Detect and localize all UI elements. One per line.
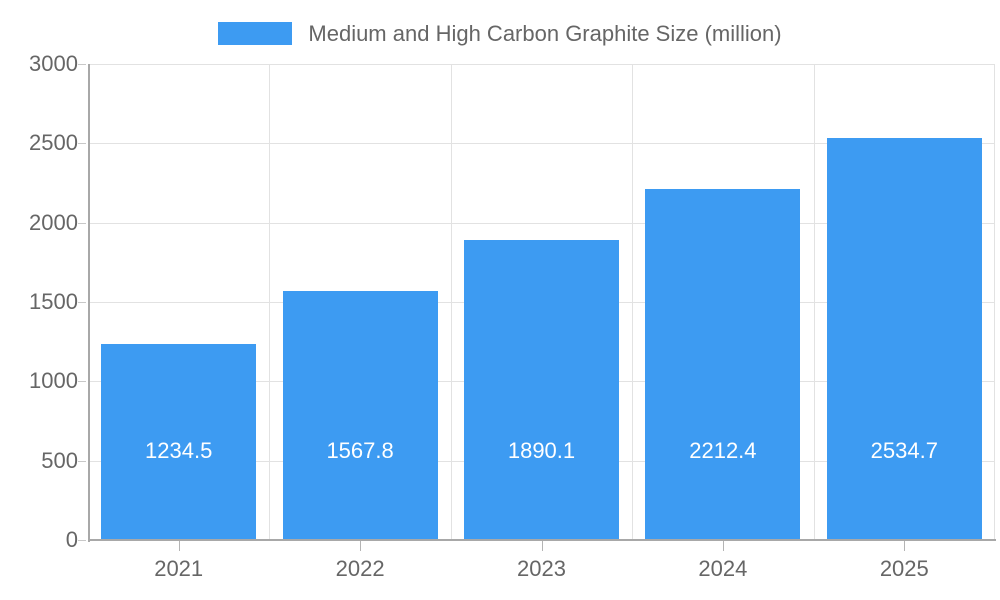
gridline-vertical [269, 64, 270, 540]
y-axis-tick-label: 2000 [29, 209, 78, 235]
gridline-vertical [814, 64, 815, 540]
x-axis-tick [360, 541, 362, 551]
y-axis-tick-label: 1500 [29, 289, 78, 314]
x-axis-tick [722, 541, 724, 551]
bar-2021[interactable]: 1234.5 [101, 344, 257, 540]
y-axis-tick [78, 64, 86, 65]
bar-value-label: 2212.4 [689, 438, 757, 463]
legend-item-medium-and-high-carbon-graphite-size[interactable]: Medium and High Carbon Graphite Size (mi… [218, 20, 782, 46]
x-axis-label-2025: 2025 [879, 556, 929, 581]
x-axis-label-2022: 2022 [335, 556, 385, 581]
y-axis-tick-label: 1000 [29, 368, 78, 394]
bar-2023[interactable]: 1890.1 [464, 240, 619, 540]
bar-value-label: 1234.5 [145, 438, 213, 463]
bar-value-label: 1567.8 [326, 438, 394, 463]
gridline-horizontal [88, 222, 995, 224]
bar-value-label: 2534.7 [870, 438, 938, 463]
legend-swatch-icon [218, 21, 293, 45]
chart-legend: Medium and High Carbon Graphite Size (mi… [0, 14, 1000, 52]
x-axis-line [88, 539, 996, 541]
y-axis-tick-label: 3000 [29, 51, 78, 76]
x-axis-label-2024: 2024 [698, 556, 748, 581]
gridline-horizontal [88, 143, 995, 145]
legend-item-label: Medium and High Carbon Graphite Size (mi… [308, 20, 782, 46]
x-axis-tick [178, 541, 180, 551]
bar-value-label: 1890.1 [507, 438, 576, 463]
plot-right-border [994, 64, 995, 540]
y-axis-tick [78, 540, 86, 541]
y-axis-tick [78, 222, 86, 224]
y-axis-line [88, 64, 90, 542]
x-axis-tick [904, 541, 906, 551]
x-axis-label-2021: 2021 [154, 556, 204, 581]
x-axis-label-2023: 2023 [517, 556, 566, 581]
y-axis-tick [78, 460, 86, 462]
y-axis-tick [78, 381, 86, 383]
gridline-vertical [451, 64, 452, 540]
y-axis-labels: 0 500 1000 1500 2000 2500 3000 [0, 0, 86, 600]
y-axis-tick [78, 143, 86, 145]
y-axis-tick-label: 2500 [29, 130, 78, 156]
bar-2024[interactable]: 2212.4 [645, 188, 801, 540]
bar-2022[interactable]: 1567.8 [282, 291, 438, 540]
y-axis-tick [78, 302, 86, 303]
y-axis-tick-label: 0 [65, 527, 78, 552]
y-axis-tick-label: 500 [41, 447, 78, 473]
plot-area: 1234.5 1567.8 1890.1 2212.4 2534.7 [88, 64, 995, 541]
gridline-vertical [632, 64, 633, 540]
bar-2025[interactable]: 2534.7 [826, 137, 982, 540]
gridline-horizontal [88, 64, 995, 65]
x-axis-tick [541, 541, 543, 551]
